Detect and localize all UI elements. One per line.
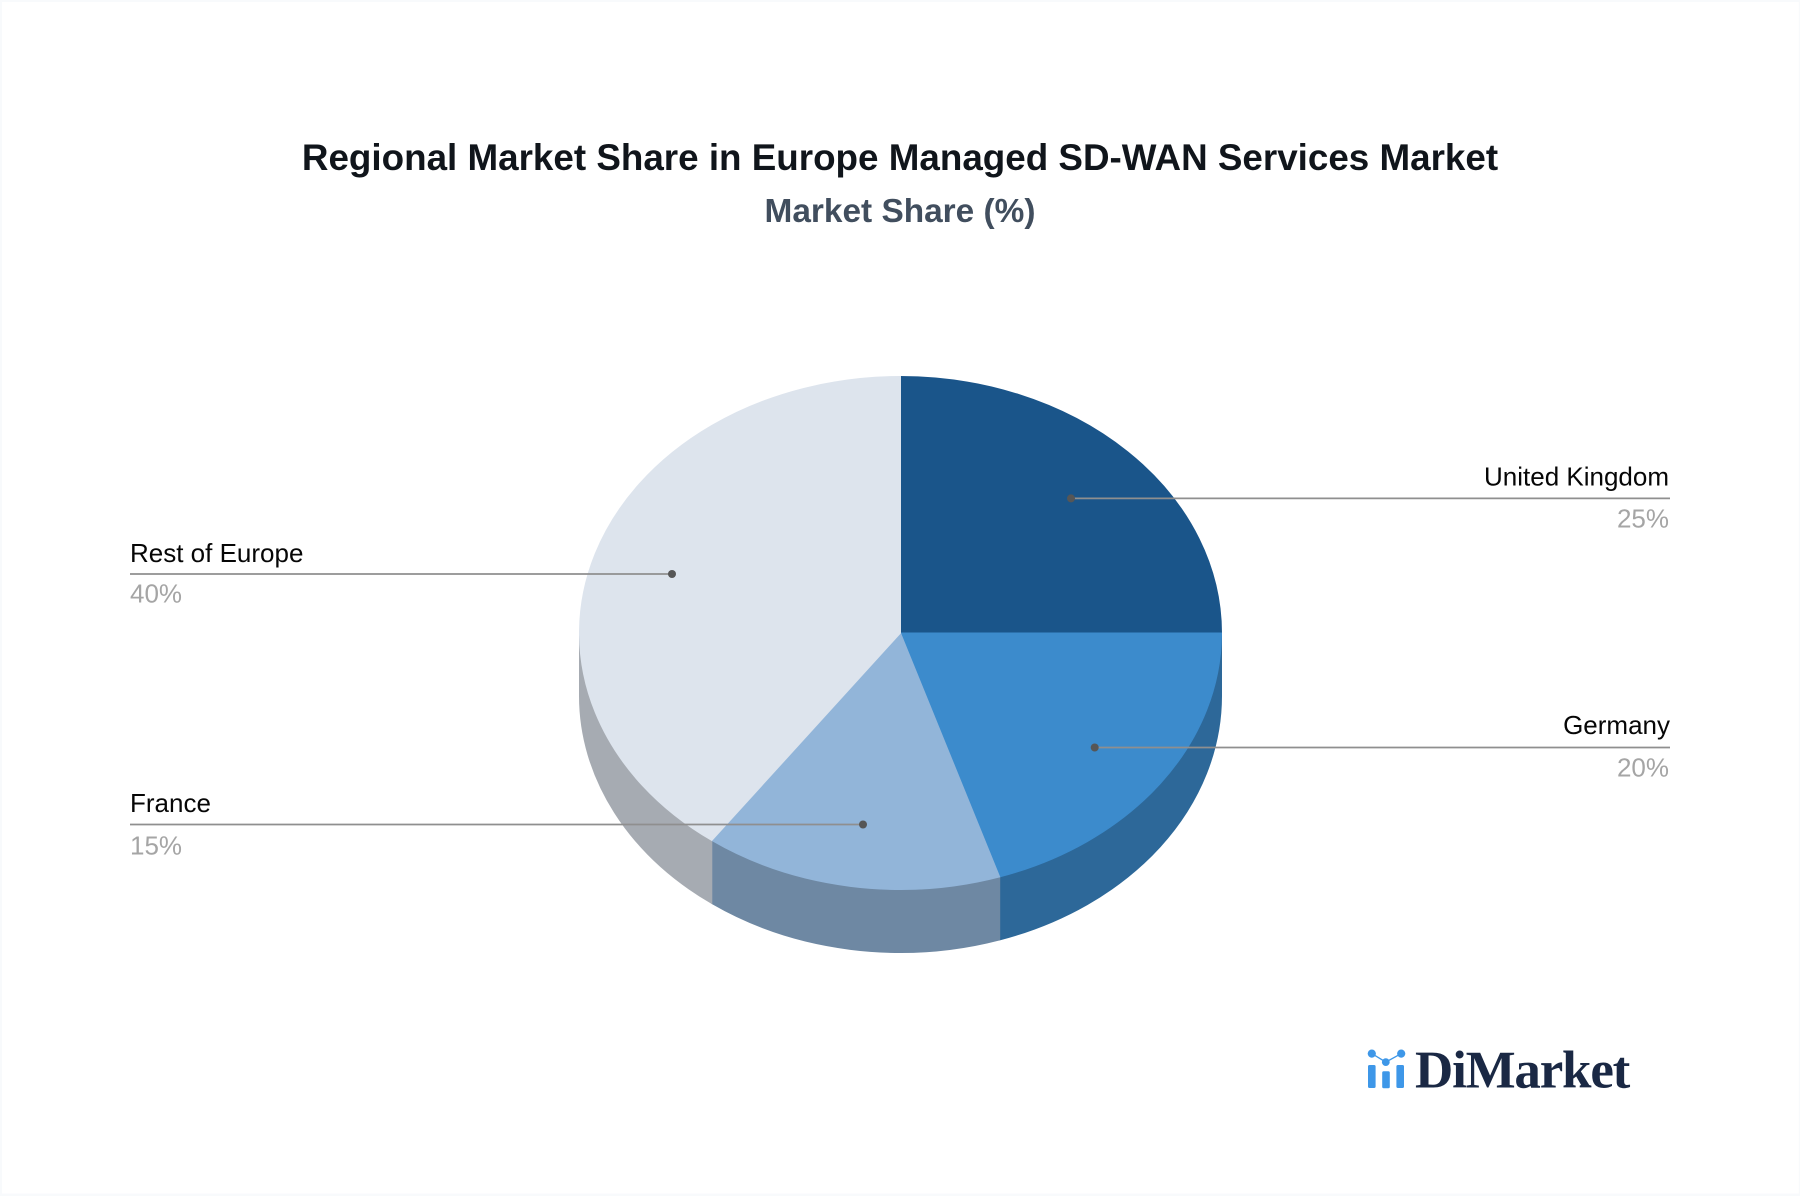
svg-text:France: France [130,788,211,818]
svg-text:20%: 20% [1617,752,1669,782]
svg-text:Regional Market Share in Europ: Regional Market Share in Europe Managed … [302,137,1498,178]
svg-text:DiMarket: DiMarket [1415,1042,1631,1100]
svg-text:United Kingdom: United Kingdom [1484,462,1669,492]
svg-text:40%: 40% [130,579,182,609]
svg-text:Rest of Europe: Rest of Europe [130,538,303,568]
svg-text:15%: 15% [130,830,182,860]
svg-text:Market Share (%): Market Share (%) [765,193,1036,230]
svg-text:25%: 25% [1617,504,1669,534]
svg-text:Germany: Germany [1563,710,1670,740]
